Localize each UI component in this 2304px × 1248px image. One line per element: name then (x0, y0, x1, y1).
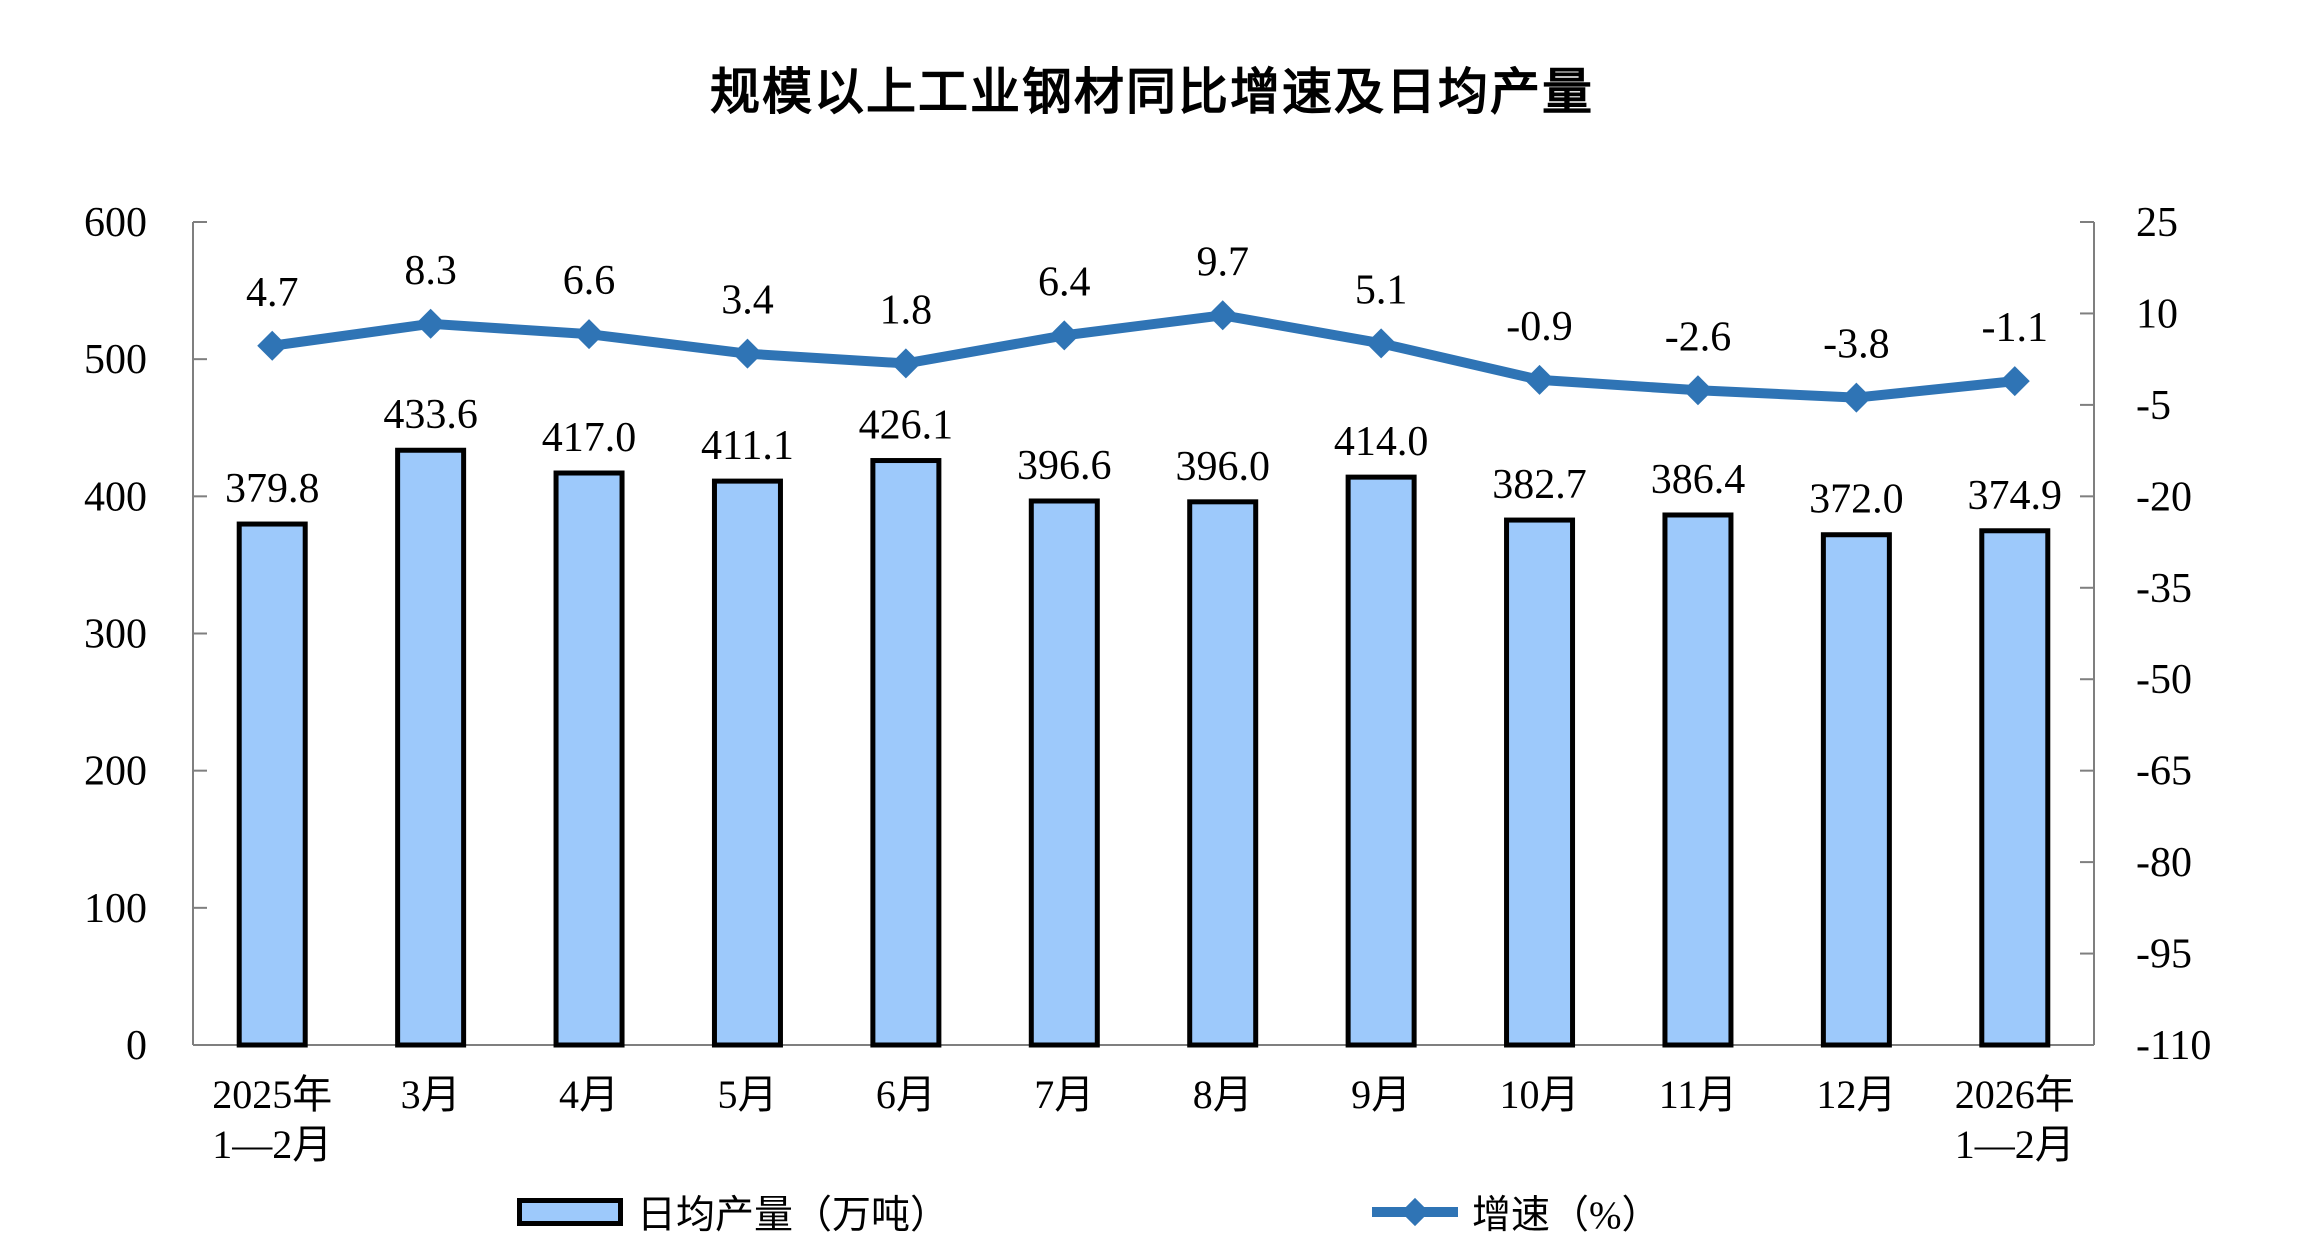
legend-bar-label: 日均产量（万吨） (637, 1194, 950, 1237)
line-marker (574, 319, 605, 350)
bar (1187, 499, 1259, 1048)
bar-value-label: 396.0 (1175, 444, 1270, 490)
right-axis-tick-label: 25 (2136, 200, 2178, 246)
bar-value-label: 411.1 (701, 423, 794, 469)
left-axis-tick-label: 0 (126, 1023, 147, 1069)
right-axis-tick-label: -20 (2136, 474, 2192, 520)
bar-value-label: 374.9 (1968, 473, 2063, 519)
line-series-swatch (1372, 1197, 1458, 1227)
line-marker (415, 308, 446, 339)
bar-value-label: 433.6 (383, 392, 478, 438)
line-marker (890, 348, 921, 379)
x-category-label: 7月 (1034, 1072, 1094, 1117)
bar-value-label: 396.6 (1017, 443, 1112, 489)
x-category-label: 2026年 1—2月 (1955, 1072, 2075, 1167)
x-category-label: 8月 (1193, 1072, 1253, 1117)
line-value-label: -2.6 (1665, 314, 1732, 360)
bar (553, 470, 625, 1048)
line-value-label: 5.1 (1355, 267, 1408, 313)
line-value-label: 1.8 (880, 287, 933, 333)
left-axis-tick-label: 500 (84, 337, 147, 383)
legend-line-label: 增速（%） (1472, 1194, 1661, 1237)
line-value-label: 8.3 (404, 248, 457, 294)
bar (1028, 498, 1100, 1048)
bar (1504, 517, 1576, 1048)
bar (236, 521, 308, 1048)
line-value-label: 4.7 (246, 270, 299, 316)
x-category-label: 9月 (1351, 1072, 1411, 1117)
bar-value-label: 386.4 (1651, 457, 1746, 503)
right-axis-tick-label: -65 (2136, 749, 2192, 795)
left-axis-tick-label: 300 (84, 612, 147, 658)
x-category-label: 10月 (1500, 1072, 1580, 1117)
line-value-label: 9.7 (1196, 239, 1249, 285)
diamond-marker-icon (1400, 1197, 1430, 1227)
bar-series-swatch (517, 1198, 623, 1226)
right-axis-tick-label: -110 (2136, 1023, 2211, 1069)
bar (1662, 512, 1734, 1048)
line-value-label: 6.6 (563, 258, 616, 304)
bar (711, 478, 783, 1048)
bar (870, 458, 942, 1048)
line-marker (1682, 375, 1713, 406)
right-axis-tick-label: -5 (2136, 383, 2171, 429)
left-axis-tick-label: 200 (84, 749, 147, 795)
left-axis-tick-label: 100 (84, 886, 147, 932)
x-category-label: 12月 (1816, 1072, 1896, 1117)
bar (1979, 528, 2051, 1048)
bar (395, 447, 467, 1048)
line-value-label: -0.9 (1506, 304, 1573, 350)
line-value-label: 6.4 (1038, 259, 1091, 305)
line-marker (1841, 382, 1872, 413)
line-value-label: 3.4 (721, 278, 774, 324)
right-axis-tick-label: -80 (2136, 840, 2192, 886)
legend-item-daily-output: 日均产量（万吨） (517, 1190, 949, 1237)
line-marker (1049, 320, 1080, 351)
line-marker (257, 330, 288, 361)
chart-title: 规模以上工业钢材同比增速及日均产量 (710, 64, 1594, 120)
x-category-label: 3月 (401, 1072, 461, 1117)
x-category-label: 6月 (876, 1072, 936, 1117)
bar (1820, 532, 1892, 1048)
bar-value-label: 414.0 (1334, 419, 1429, 465)
line-marker (1524, 364, 1555, 395)
bar-value-label: 382.7 (1492, 462, 1587, 508)
x-category-label: 11月 (1659, 1072, 1738, 1117)
x-category-label: 5月 (717, 1072, 777, 1117)
bar (1345, 474, 1417, 1048)
left-axis-tick-label: 600 (84, 200, 147, 246)
growth-line (271, 310, 2016, 403)
left-axis-tick-label: 400 (84, 474, 147, 520)
legend-item-growth-rate: 增速（%） (1372, 1190, 1661, 1237)
bar-value-label: 417.0 (542, 415, 637, 461)
x-category-label: 2025年 1—2月 (212, 1072, 332, 1167)
right-axis-tick-label: -50 (2136, 657, 2192, 703)
line-value-label: -3.8 (1823, 322, 1890, 368)
line-value-label: -1.1 (1982, 305, 2049, 351)
line-marker (1999, 366, 2030, 397)
line-marker (1366, 328, 1397, 359)
line-marker (732, 338, 763, 369)
right-axis-tick-label: -95 (2136, 932, 2192, 978)
x-category-label: 4月 (559, 1072, 619, 1117)
bar-value-label: 379.8 (225, 466, 320, 512)
right-axis-tick-label: 10 (2136, 291, 2178, 337)
bar-value-label: 426.1 (859, 403, 954, 449)
line-marker (1207, 300, 1238, 331)
bar-value-label: 372.0 (1809, 477, 1904, 523)
right-axis-tick-label: -35 (2136, 566, 2192, 612)
